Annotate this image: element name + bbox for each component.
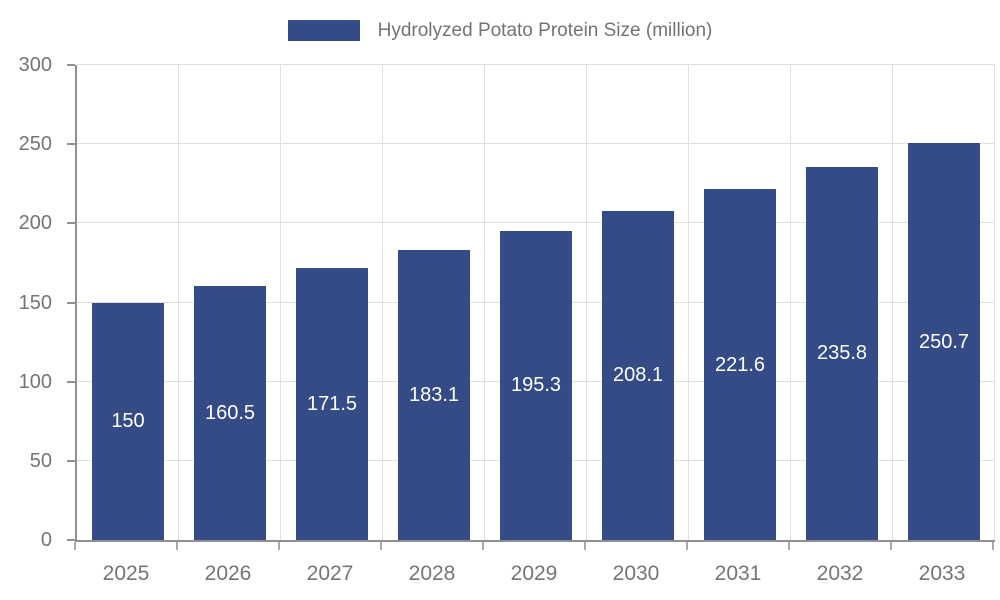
vertical-gridline (892, 65, 893, 540)
x-axis-tick (788, 542, 790, 550)
vertical-gridline (484, 65, 485, 540)
y-tick-label: 50 (29, 449, 52, 472)
x-axis-tick (584, 542, 586, 550)
y-tick-label: 150 (18, 291, 52, 314)
x-axis-tick (890, 542, 892, 550)
plot-area: 150 160.5 171.5 183.1 195.3 208.1 221.6 235.8 25… (75, 64, 995, 542)
y-axis-tick (67, 222, 75, 225)
x-axis-tick (176, 542, 178, 550)
y-axis-tick (67, 143, 75, 146)
bar-2029[interactable] (500, 230, 572, 540)
x-axis-tick (686, 542, 688, 550)
x-axis-tick (74, 542, 76, 550)
y-tick-label: 300 (18, 54, 52, 76)
y-axis-tick (67, 64, 75, 66)
x-tick-label: 2025 (102, 562, 150, 585)
horizontal-gridline (77, 143, 995, 145)
vertical-gridline (586, 65, 587, 540)
x-tick-label: 2032 (816, 562, 864, 585)
bar-2033[interactable] (908, 143, 980, 540)
y-tick-label: 250 (18, 133, 52, 156)
chart-legend[interactable]: Hydrolyzed Potato Protein Size (million) (0, 20, 1000, 41)
y-axis-tick (67, 380, 75, 383)
x-axis-tick (278, 542, 280, 550)
bar-2026[interactable] (194, 285, 266, 540)
x-axis-tick (482, 542, 484, 550)
bar-2025[interactable] (92, 302, 164, 540)
bar-2027[interactable] (296, 268, 368, 540)
x-tick-label: 2030 (612, 562, 660, 585)
y-axis-tick (67, 539, 75, 541)
legend-label: Hydrolyzed Potato Protein Size (million) (377, 20, 713, 41)
bar-2030[interactable] (602, 210, 674, 540)
x-axis-tick (380, 542, 382, 550)
vertical-gridline (382, 65, 383, 540)
horizontal-gridline (77, 222, 995, 224)
y-axis-tick (67, 301, 75, 304)
x-tick-label: 2033 (918, 562, 966, 585)
bar-2031[interactable] (704, 189, 776, 540)
y-axis-tick (67, 459, 75, 462)
vertical-gridline (994, 65, 995, 540)
x-tick-label: 2027 (306, 562, 354, 585)
y-tick-label: 0 (40, 529, 52, 551)
bar-2032[interactable] (806, 166, 878, 540)
horizontal-gridline (77, 64, 995, 65)
x-axis-tick (992, 542, 994, 550)
vertical-gridline (178, 65, 179, 540)
x-tick-label: 2028 (408, 562, 456, 585)
legend-swatch-icon (287, 20, 360, 41)
x-tick-label: 2031 (714, 562, 762, 585)
y-tick-label: 100 (18, 370, 52, 393)
vertical-gridline (790, 65, 791, 540)
x-tick-label: 2026 (204, 562, 252, 585)
vertical-gridline (280, 65, 281, 540)
y-tick-label: 200 (18, 212, 52, 235)
x-tick-label: 2029 (510, 562, 558, 585)
bar-2028[interactable] (398, 250, 470, 540)
vertical-gridline (688, 65, 689, 540)
